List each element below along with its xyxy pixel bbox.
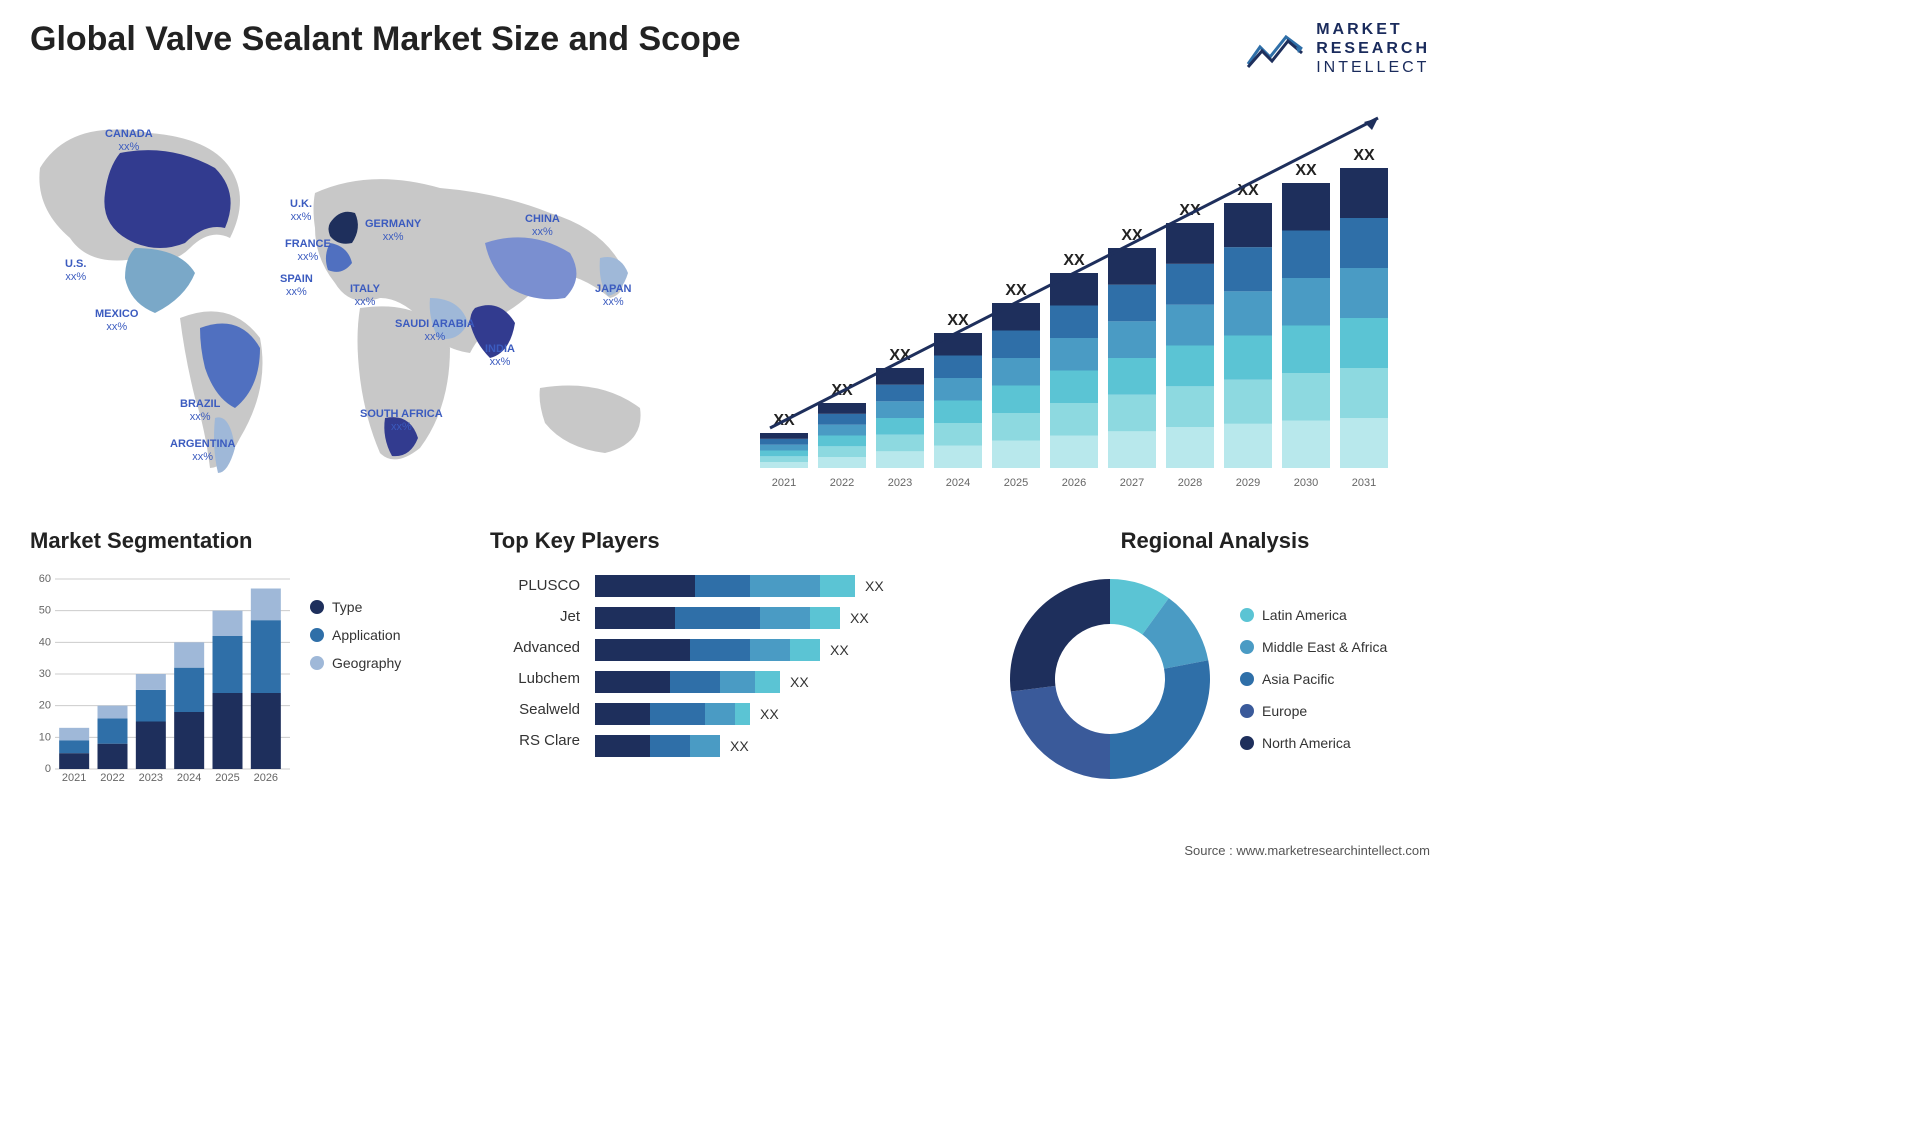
svg-text:2024: 2024 [946,477,970,489]
svg-text:2028: 2028 [1178,477,1202,489]
svg-text:0: 0 [45,763,51,775]
svg-text:2026: 2026 [254,772,278,784]
svg-text:20: 20 [39,699,51,711]
legend-item: Application [310,627,401,643]
legend-item: Geography [310,655,401,671]
legend-item: Type [310,599,401,615]
player-bar-row: XX [595,575,960,597]
page-title: Global Valve Sealant Market Size and Sco… [30,20,741,59]
player-bar-row: XX [595,735,960,757]
player-bar-row: XX [595,703,960,725]
player-name: Advanced [490,639,580,656]
segmentation-legend: Type Application Geography [310,569,401,789]
player-name: PLUSCO [490,577,580,594]
player-name: Jet [490,608,580,625]
segmentation-panel: Market Segmentation 0 10 20 30 40 50 60 2021 202… [30,528,450,808]
legend-item: North America [1240,735,1387,751]
player-value: XX [790,674,809,690]
player-value: XX [830,642,849,658]
player-value: XX [760,706,779,722]
map-label: ITALYxx% [350,283,380,309]
svg-text:2026: 2026 [1062,477,1086,489]
svg-text:30: 30 [39,668,51,680]
brand-logo: MARKET RESEARCH INTELLECT [1246,20,1430,78]
segmentation-bar-chart: 0 10 20 30 40 50 60 2021 2022 2023 2024 2025 2026 [30,569,290,789]
map-label: BRAZILxx% [180,398,220,424]
svg-text:2023: 2023 [139,772,163,784]
legend-item: Middle East & Africa [1240,639,1387,655]
logo-line3: INTELLECT [1316,58,1430,77]
player-value: XX [850,610,869,626]
map-label: CHINAxx% [525,213,560,239]
svg-text:60: 60 [39,573,51,585]
svg-text:XX: XX [1353,147,1375,164]
map-label: JAPANxx% [595,283,631,309]
logo-icon [1246,29,1306,69]
svg-text:XX: XX [1005,282,1027,299]
svg-text:40: 40 [39,636,51,648]
players-title: Top Key Players [490,528,960,554]
player-bar-row: XX [595,639,960,661]
map-label: SPAINxx% [280,273,313,299]
svg-text:2027: 2027 [1120,477,1144,489]
player-name: RS Clare [490,732,580,749]
player-name: Sealweld [490,701,580,718]
svg-text:2024: 2024 [177,772,201,784]
svg-text:XX: XX [1295,162,1317,179]
logo-line1: MARKET [1316,20,1430,39]
players-panel: Top Key Players PLUSCO Jet Advanced Lubchem… [490,528,960,808]
map-label: CANADAxx% [105,128,153,154]
player-name: Lubchem [490,670,580,687]
svg-text:2029: 2029 [1236,477,1260,489]
growth-bar-chart: 2021 XX 2022 XX 2023 XX 2024 XX 2025 XX 2026 XX 2027… [740,98,1420,498]
svg-text:2021: 2021 [62,772,86,784]
svg-text:2023: 2023 [888,477,912,489]
map-label: GERMANYxx% [365,218,421,244]
svg-text:2025: 2025 [1004,477,1028,489]
regional-donut [1000,569,1220,789]
map-label: U.K.xx% [290,198,312,224]
regional-legend: Latin America Middle East & Africa Asia Pa… [1240,607,1387,751]
segmentation-title: Market Segmentation [30,528,450,554]
svg-text:2025: 2025 [215,772,239,784]
legend-item: Asia Pacific [1240,671,1387,687]
svg-text:50: 50 [39,604,51,616]
svg-text:XX: XX [1063,252,1085,269]
source-attribution: Source : www.marketresearchintellect.com [1184,843,1430,858]
legend-item: Latin America [1240,607,1387,623]
growth-chart-panel: 2021 XX 2022 XX 2023 XX 2024 XX 2025 XX 2026 XX 2027… [740,98,1430,498]
svg-text:XX: XX [1121,227,1143,244]
map-label: INDIAxx% [485,343,515,369]
logo-line2: RESEARCH [1316,39,1430,58]
player-value: XX [730,738,749,754]
svg-text:2021: 2021 [772,477,796,489]
player-bars: XXXXXXXXXXXX [595,569,960,757]
map-label: ARGENTINAxx% [170,438,235,464]
svg-text:2030: 2030 [1294,477,1318,489]
player-labels: PLUSCO Jet Advanced Lubchem Sealweld RS Clare [490,569,580,757]
player-bar-row: XX [595,671,960,693]
regional-panel: Regional Analysis Latin America Middle Ea… [1000,528,1430,808]
world-map-panel: CANADAxx% U.S.xx% MEXICOxx% BRAZILxx% ARGENT… [30,98,710,498]
svg-text:10: 10 [39,731,51,743]
player-bar-row: XX [595,607,960,629]
map-label: U.S.xx% [65,258,86,284]
svg-text:2031: 2031 [1352,477,1376,489]
player-value: XX [865,578,884,594]
map-label: SOUTH AFRICAxx% [360,408,443,434]
map-label: MEXICOxx% [95,308,138,334]
svg-text:2022: 2022 [100,772,124,784]
map-label: FRANCExx% [285,238,331,264]
svg-text:2022: 2022 [830,477,854,489]
map-label: SAUDI ARABIAxx% [395,318,475,344]
svg-text:XX: XX [947,312,969,329]
legend-item: Europe [1240,703,1387,719]
regional-title: Regional Analysis [1000,528,1430,554]
